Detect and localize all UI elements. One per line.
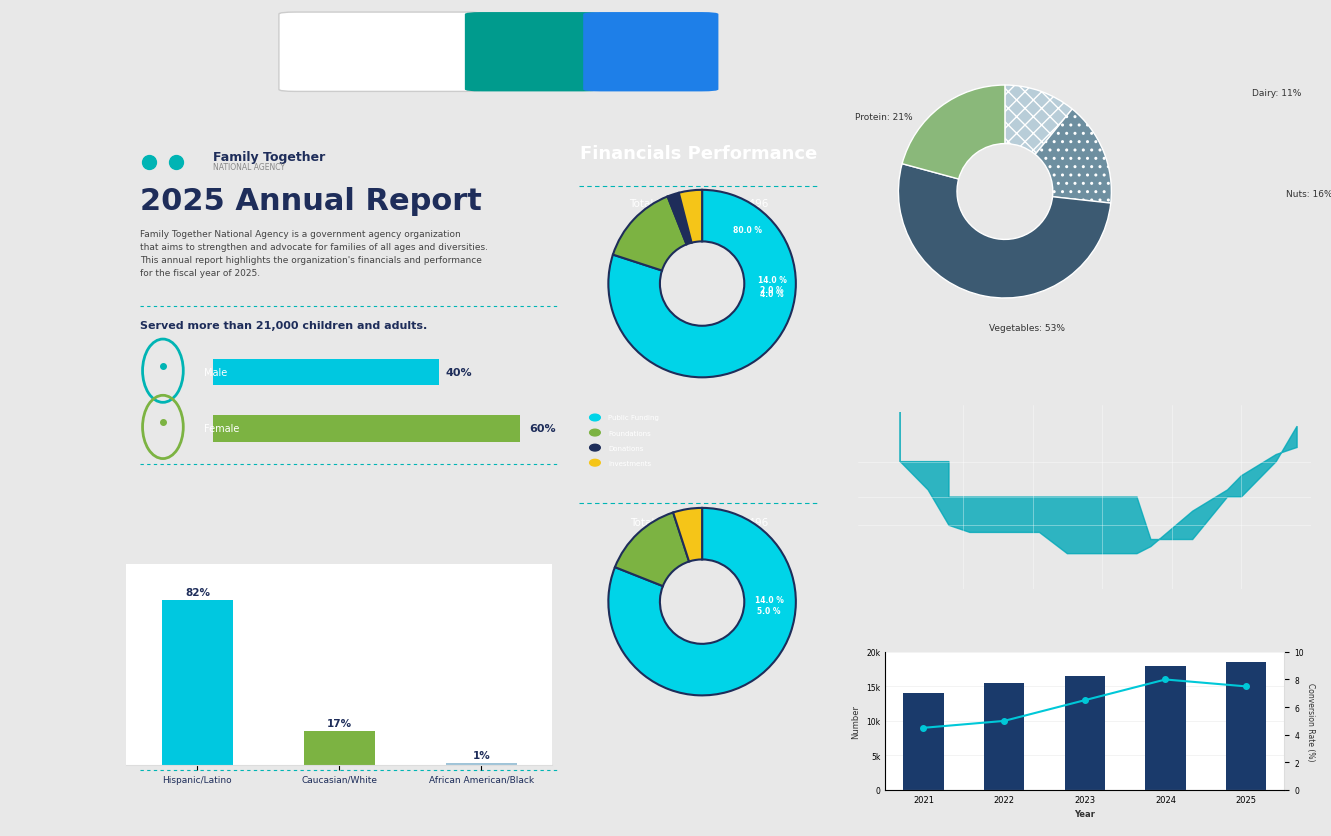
Text: 2.0 %: 2.0 %: [760, 286, 784, 295]
Wedge shape: [1005, 86, 1073, 155]
Text: 2025 Annual Report: 2025 Annual Report: [140, 187, 482, 217]
Wedge shape: [608, 191, 796, 378]
X-axis label: Year: Year: [1074, 809, 1095, 818]
Wedge shape: [679, 191, 703, 243]
Wedge shape: [673, 508, 703, 562]
Text: Nuts: 16%: Nuts: 16%: [1286, 190, 1331, 198]
Text: Foundations: Foundations: [608, 430, 651, 436]
FancyBboxPatch shape: [213, 415, 520, 442]
Text: 1%: 1%: [473, 750, 490, 760]
Bar: [984, 683, 1025, 790]
Text: 4.0 %: 4.0 %: [760, 289, 784, 298]
Text: 5.0 %: 5.0 %: [757, 606, 781, 615]
Text: Donations: Donations: [608, 445, 644, 451]
Bar: [162, 600, 233, 765]
Text: 40%: 40%: [446, 368, 473, 378]
Text: 60%: 60%: [530, 424, 556, 434]
Text: NATIONAL AGENCY: NATIONAL AGENCY: [213, 163, 285, 172]
Bar: [1226, 662, 1266, 790]
Bar: [1065, 676, 1105, 790]
Text: Protein: 21%: Protein: 21%: [855, 113, 912, 121]
Wedge shape: [1036, 110, 1111, 204]
Wedge shape: [898, 165, 1111, 298]
Y-axis label: Number: Number: [852, 704, 861, 738]
Text: Total Expense: $9,303,496: Total Expense: $9,303,496: [630, 517, 768, 528]
Y-axis label: Conversion Rate (%): Conversion Rate (%): [1306, 682, 1315, 760]
Text: Family Together National Agency is a government agency organization
that aims to: Family Together National Agency is a gov…: [140, 229, 488, 278]
Text: Investments: Investments: [608, 460, 651, 466]
Text: Dairy: 11%: Dairy: 11%: [1252, 89, 1302, 98]
FancyBboxPatch shape: [465, 13, 600, 92]
Text: Male: Male: [204, 368, 226, 378]
Polygon shape: [900, 412, 1298, 554]
Wedge shape: [668, 194, 692, 245]
Wedge shape: [608, 508, 796, 696]
Wedge shape: [615, 512, 689, 586]
Wedge shape: [902, 86, 1005, 180]
Text: 80.0 %: 80.0 %: [733, 226, 761, 235]
Text: Total Revenue: $8,572,496: Total Revenue: $8,572,496: [630, 198, 768, 208]
Text: Financials Performance: Financials Performance: [580, 145, 817, 163]
Wedge shape: [614, 197, 687, 271]
Bar: [303, 731, 375, 765]
Text: Served more than 21,000 children and adults.: Served more than 21,000 children and adu…: [140, 321, 427, 331]
Text: 17%: 17%: [327, 718, 351, 728]
FancyBboxPatch shape: [280, 13, 482, 92]
Text: 82%: 82%: [185, 588, 210, 598]
Text: Public Funding: Public Funding: [608, 415, 659, 421]
Bar: [904, 693, 944, 790]
Text: Family Together: Family Together: [213, 151, 325, 164]
Bar: [1145, 665, 1186, 790]
FancyBboxPatch shape: [213, 359, 439, 386]
Bar: [446, 763, 516, 765]
Text: 14.0 %: 14.0 %: [755, 595, 784, 604]
Text: 14.0 %: 14.0 %: [757, 276, 787, 285]
Text: Vegetables: 53%: Vegetables: 53%: [989, 324, 1065, 332]
Text: Female: Female: [204, 424, 240, 434]
FancyBboxPatch shape: [583, 13, 719, 92]
